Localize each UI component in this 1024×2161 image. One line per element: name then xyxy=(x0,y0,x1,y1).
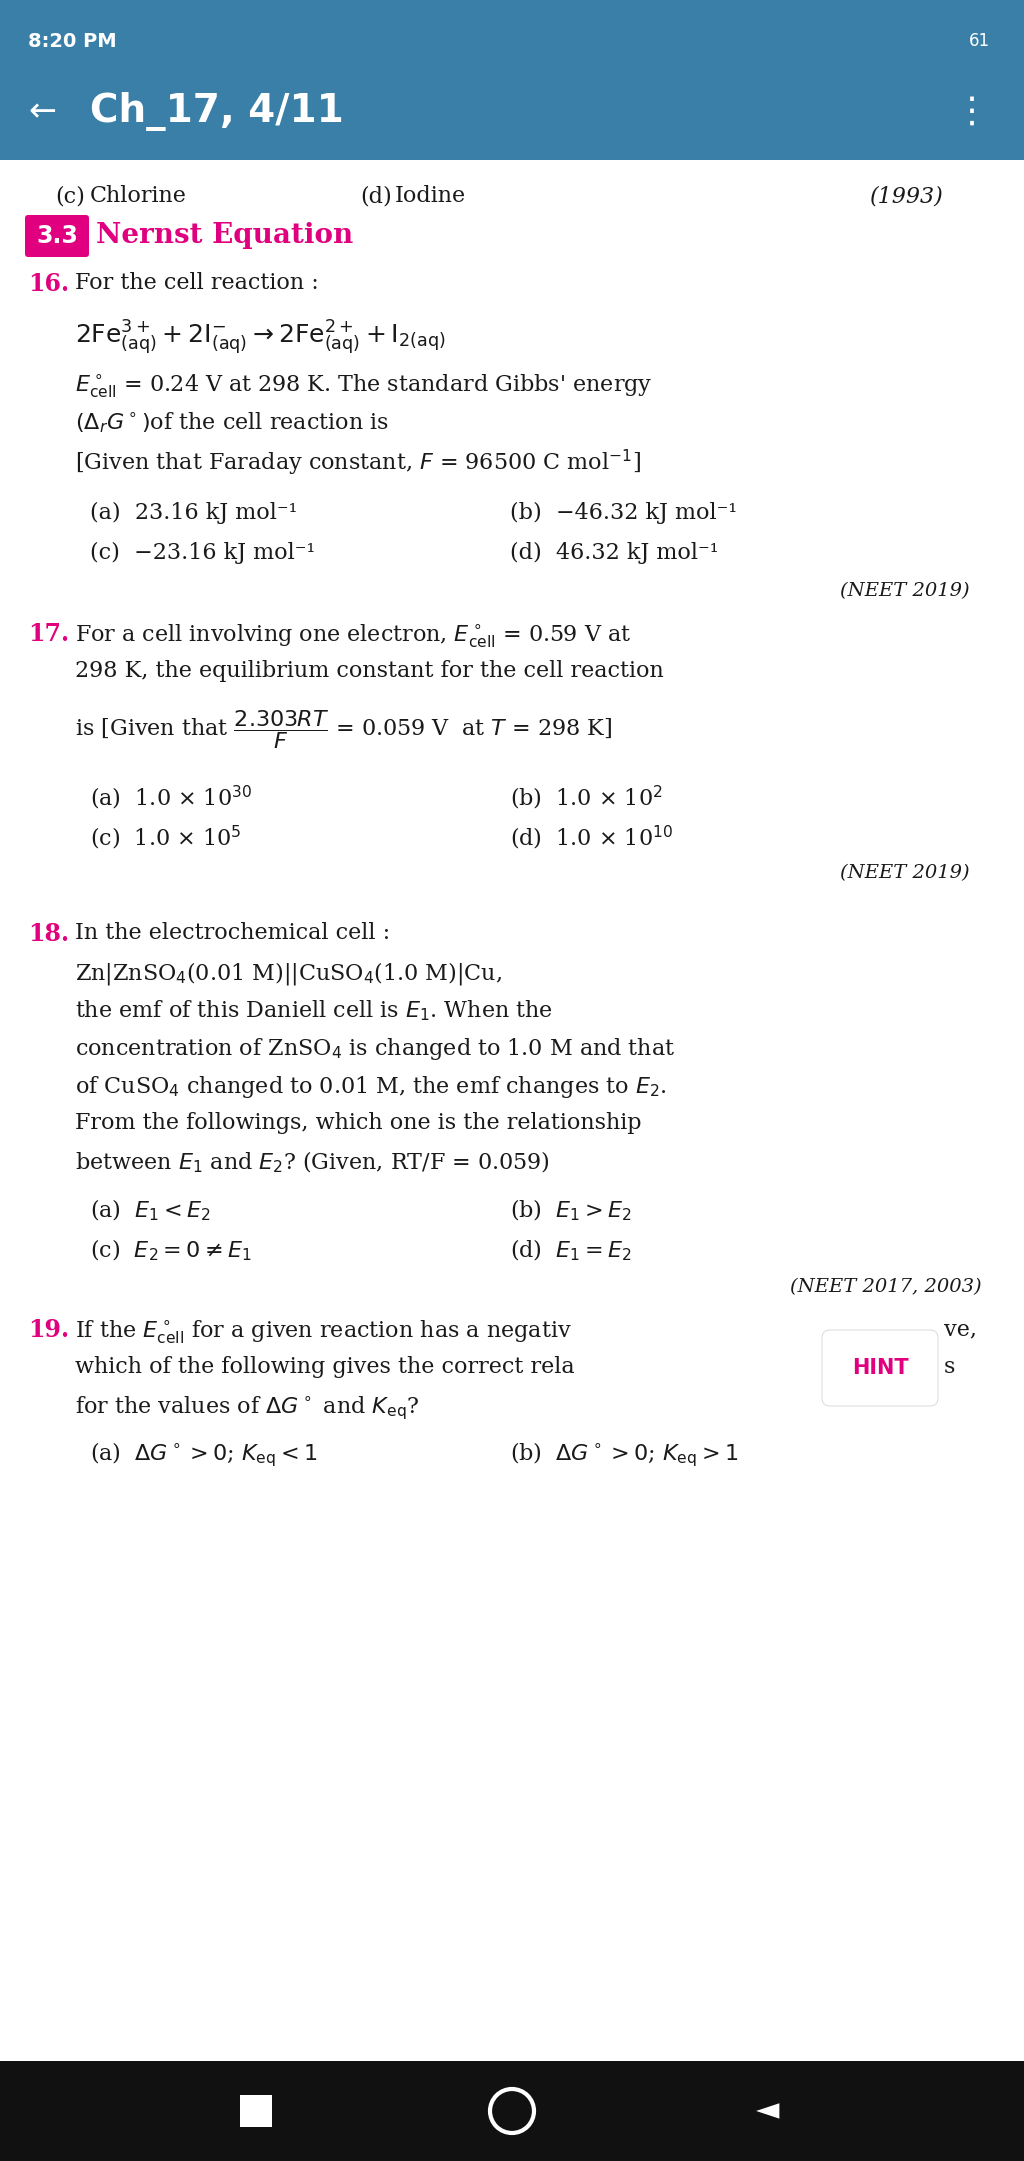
Text: 3.3: 3.3 xyxy=(36,225,78,249)
Text: (NEET 2019): (NEET 2019) xyxy=(840,864,970,882)
Text: ◄: ◄ xyxy=(757,2096,779,2126)
Text: s: s xyxy=(944,1355,955,1379)
Text: 18.: 18. xyxy=(28,923,70,947)
Text: 17.: 17. xyxy=(28,622,70,646)
Text: ←: ← xyxy=(28,95,56,127)
Text: (b)  1.0 $\times$ 10$^{2}$: (b) 1.0 $\times$ 10$^{2}$ xyxy=(510,784,663,813)
Text: is [Given that $\dfrac{2.303RT}{F}$ = 0.059 V  at $T$ = 298 K]: is [Given that $\dfrac{2.303RT}{F}$ = 0.… xyxy=(75,709,612,750)
Text: (d)  1.0 $\times$ 10$^{10}$: (d) 1.0 $\times$ 10$^{10}$ xyxy=(510,823,673,851)
Text: of CuSO$_4$ changed to 0.01 M, the emf changes to $E_2$.: of CuSO$_4$ changed to 0.01 M, the emf c… xyxy=(75,1074,667,1100)
Text: (a)  1.0 $\times$ 10$^{30}$: (a) 1.0 $\times$ 10$^{30}$ xyxy=(90,784,252,813)
Text: (a)  23.16 kJ mol⁻¹: (a) 23.16 kJ mol⁻¹ xyxy=(90,501,298,525)
Text: which of the following gives the correct rela: which of the following gives the correct… xyxy=(75,1355,574,1379)
Text: (b)  $E_1 > E_2$: (b) $E_1 > E_2$ xyxy=(510,1197,632,1223)
Text: In the electrochemical cell :: In the electrochemical cell : xyxy=(75,923,390,944)
Text: HINT: HINT xyxy=(852,1357,908,1379)
Text: (d): (d) xyxy=(360,186,392,207)
Text: (NEET 2017, 2003): (NEET 2017, 2003) xyxy=(790,1277,982,1297)
FancyBboxPatch shape xyxy=(822,1329,938,1407)
Text: 16.: 16. xyxy=(28,272,70,296)
Text: Ch_17, 4/11: Ch_17, 4/11 xyxy=(90,93,344,132)
Text: Chlorine: Chlorine xyxy=(90,186,186,207)
Text: 8:20 PM: 8:20 PM xyxy=(28,32,117,52)
Text: For a cell involving one electron, $E^\circ_{\rm cell}$ = 0.59 V at: For a cell involving one electron, $E^\c… xyxy=(75,622,631,648)
Bar xyxy=(240,2094,272,2126)
Text: If the $E^\circ_{\rm cell}$ for a given reaction has a negativ: If the $E^\circ_{\rm cell}$ for a given … xyxy=(75,1318,571,1344)
Bar xyxy=(0,2062,1024,2161)
Text: (c): (c) xyxy=(55,186,85,207)
Text: 298 K, the equilibrium constant for the cell reaction: 298 K, the equilibrium constant for the … xyxy=(75,659,664,683)
Text: ve,: ve, xyxy=(944,1318,977,1340)
Text: 19.: 19. xyxy=(28,1318,70,1342)
Text: (d)  $E_1 = E_2$: (d) $E_1 = E_2$ xyxy=(510,1238,632,1264)
Text: (a)  $\Delta G^\circ > 0$; $K_{\rm eq} < 1$: (a) $\Delta G^\circ > 0$; $K_{\rm eq} < … xyxy=(90,1439,317,1469)
Text: 61: 61 xyxy=(969,32,990,50)
Text: Nernst Equation: Nernst Equation xyxy=(96,223,353,249)
Text: For the cell reaction :: For the cell reaction : xyxy=(75,272,318,294)
Text: (d)  46.32 kJ mol⁻¹: (d) 46.32 kJ mol⁻¹ xyxy=(510,542,719,564)
Text: (b)  $\Delta G^\circ > 0$; $K_{\rm eq} > 1$: (b) $\Delta G^\circ > 0$; $K_{\rm eq} > … xyxy=(510,1439,738,1469)
Text: between $E_1$ and $E_2$? (Given, RT/F = 0.059): between $E_1$ and $E_2$? (Given, RT/F = … xyxy=(75,1150,549,1176)
Text: [Given that Faraday constant, $F$ = 96500 C mol$^{-1}$]: [Given that Faraday constant, $F$ = 9650… xyxy=(75,447,641,478)
Text: concentration of ZnSO$_4$ is changed to 1.0 M and that: concentration of ZnSO$_4$ is changed to … xyxy=(75,1035,675,1061)
Text: From the followings, which one is the relationship: From the followings, which one is the re… xyxy=(75,1113,641,1135)
Text: (1993): (1993) xyxy=(870,186,944,207)
Text: $E^\circ_{\rm cell}$ = 0.24 V at 298 K. The standard Gibbs' energy: $E^\circ_{\rm cell}$ = 0.24 V at 298 K. … xyxy=(75,372,652,400)
Bar xyxy=(0,0,1024,160)
Text: (b)  −46.32 kJ mol⁻¹: (b) −46.32 kJ mol⁻¹ xyxy=(510,501,737,525)
Text: the emf of this Daniell cell is $E_1$. When the: the emf of this Daniell cell is $E_1$. W… xyxy=(75,998,553,1022)
Text: (c)  1.0 $\times$ 10$^{5}$: (c) 1.0 $\times$ 10$^{5}$ xyxy=(90,823,242,851)
Text: (c)  $E_2 = 0 \neq E_1$: (c) $E_2 = 0 \neq E_1$ xyxy=(90,1238,252,1264)
Text: $\rm 2Fe^{3+}_{(aq)}$$\rm + 2I^{-}_{(aq)} \rightarrow 2Fe^{2+}_{(aq)} + I_{2(aq): $\rm 2Fe^{3+}_{(aq)}$$\rm + 2I^{-}_{(aq)… xyxy=(75,318,445,357)
Text: Zn|ZnSO$_4$(0.01 M)||CuSO$_4$(1.0 M)|Cu,: Zn|ZnSO$_4$(0.01 M)||CuSO$_4$(1.0 M)|Cu, xyxy=(75,959,502,988)
Text: $(\Delta_r G^\circ)$of the cell reaction is: $(\Delta_r G^\circ)$of the cell reaction… xyxy=(75,411,389,434)
FancyBboxPatch shape xyxy=(25,214,89,257)
Text: for the values of $\Delta G^\circ$ and $K_{\rm eq}$?: for the values of $\Delta G^\circ$ and $… xyxy=(75,1394,420,1422)
Text: (c)  −23.16 kJ mol⁻¹: (c) −23.16 kJ mol⁻¹ xyxy=(90,542,315,564)
Text: ⋮: ⋮ xyxy=(954,95,990,130)
Text: (NEET 2019): (NEET 2019) xyxy=(840,581,970,601)
Text: Iodine: Iodine xyxy=(395,186,466,207)
Text: (a)  $E_1 < E_2$: (a) $E_1 < E_2$ xyxy=(90,1197,211,1223)
